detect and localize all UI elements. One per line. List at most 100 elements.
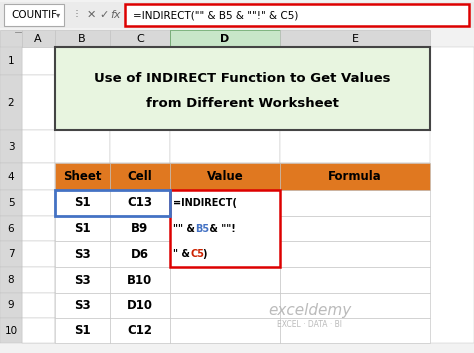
Text: S3: S3 (74, 274, 91, 287)
Text: C13: C13 (128, 197, 153, 209)
Bar (55, 190, 170, 216)
Text: & ""!: & ""! (206, 223, 236, 233)
Text: 3: 3 (8, 142, 14, 151)
Bar (280, 293, 430, 318)
Text: D6: D6 (131, 247, 149, 261)
Bar (110, 267, 170, 293)
Bar (280, 318, 430, 343)
Bar (110, 190, 170, 216)
Bar (170, 241, 280, 267)
Bar (4, 4, 64, 26)
Bar (110, 190, 170, 216)
Text: 4: 4 (8, 172, 14, 181)
Bar (22, 47, 474, 343)
Bar (0, 163, 22, 190)
Bar (280, 293, 430, 318)
Bar (280, 318, 430, 343)
Text: A: A (34, 34, 42, 43)
Bar (170, 190, 280, 216)
Bar (280, 267, 430, 293)
Bar (110, 216, 170, 241)
Text: =INDIRECT("" & B5 & ""!" & C5): =INDIRECT("" & B5 & ""!" & C5) (133, 10, 298, 20)
Bar (0, 75, 22, 130)
Bar (0, 267, 22, 293)
Bar (280, 130, 430, 163)
Bar (55, 267, 110, 293)
Text: 1: 1 (8, 56, 14, 66)
Bar (55, 241, 110, 267)
Bar (170, 47, 280, 75)
Bar (280, 216, 430, 241)
Bar (280, 30, 430, 47)
Bar (22, 216, 55, 241)
Bar (0, 293, 22, 318)
Bar (22, 130, 55, 163)
Bar (55, 75, 110, 130)
Bar (110, 241, 170, 267)
Text: 7: 7 (8, 249, 14, 259)
Bar (125, 4, 469, 26)
Bar (280, 190, 430, 216)
Bar (110, 30, 170, 47)
Bar (22, 318, 55, 343)
Bar (110, 318, 170, 343)
Bar (22, 75, 55, 130)
Bar (110, 216, 170, 241)
Bar (170, 267, 280, 293)
Bar (55, 47, 430, 130)
Bar (55, 130, 110, 163)
Text: D10: D10 (127, 299, 153, 312)
Bar (170, 267, 280, 293)
Bar (55, 293, 110, 318)
Bar (280, 75, 430, 130)
Bar (280, 163, 430, 190)
Text: ⁝: ⁝ (75, 8, 79, 22)
Bar (0, 241, 22, 267)
Bar (22, 163, 55, 190)
Text: 9: 9 (8, 300, 14, 311)
Bar (280, 241, 430, 267)
Text: exceldemy: exceldemy (268, 303, 352, 318)
Bar (170, 130, 280, 163)
Bar (0, 130, 22, 163)
Bar (22, 267, 55, 293)
Bar (170, 163, 280, 190)
Text: ▾: ▾ (56, 11, 60, 19)
Text: EXCEL · DATA · BI: EXCEL · DATA · BI (277, 320, 343, 329)
Text: S1: S1 (74, 197, 91, 209)
Bar (170, 75, 280, 130)
Text: S3: S3 (74, 299, 91, 312)
Text: =INDIRECT(: =INDIRECT( (173, 198, 237, 208)
Bar (0, 47, 22, 75)
Bar (170, 190, 280, 267)
Bar (280, 163, 430, 190)
Bar (170, 293, 280, 318)
Text: S3: S3 (74, 247, 91, 261)
Bar (280, 190, 430, 216)
Text: B5: B5 (195, 223, 209, 233)
Text: 8: 8 (8, 275, 14, 285)
Bar (0, 2, 474, 28)
Bar (280, 47, 430, 75)
Text: E: E (352, 34, 358, 43)
Bar (55, 216, 110, 241)
Bar (110, 241, 170, 267)
Text: C5: C5 (191, 249, 205, 259)
Text: 10: 10 (4, 325, 18, 335)
Bar (170, 293, 280, 318)
Bar (0, 216, 22, 241)
Bar (22, 293, 55, 318)
Bar (0, 190, 22, 216)
Bar (55, 293, 110, 318)
Bar (280, 241, 430, 267)
Text: from Different Worksheet: from Different Worksheet (146, 97, 339, 110)
Bar (55, 47, 110, 75)
Bar (55, 241, 110, 267)
Bar (55, 267, 110, 293)
Bar (110, 47, 170, 75)
Text: ✕: ✕ (86, 10, 96, 20)
Bar (55, 318, 110, 343)
Bar (110, 163, 170, 190)
Bar (170, 216, 280, 241)
Text: Formula: Formula (328, 170, 382, 183)
